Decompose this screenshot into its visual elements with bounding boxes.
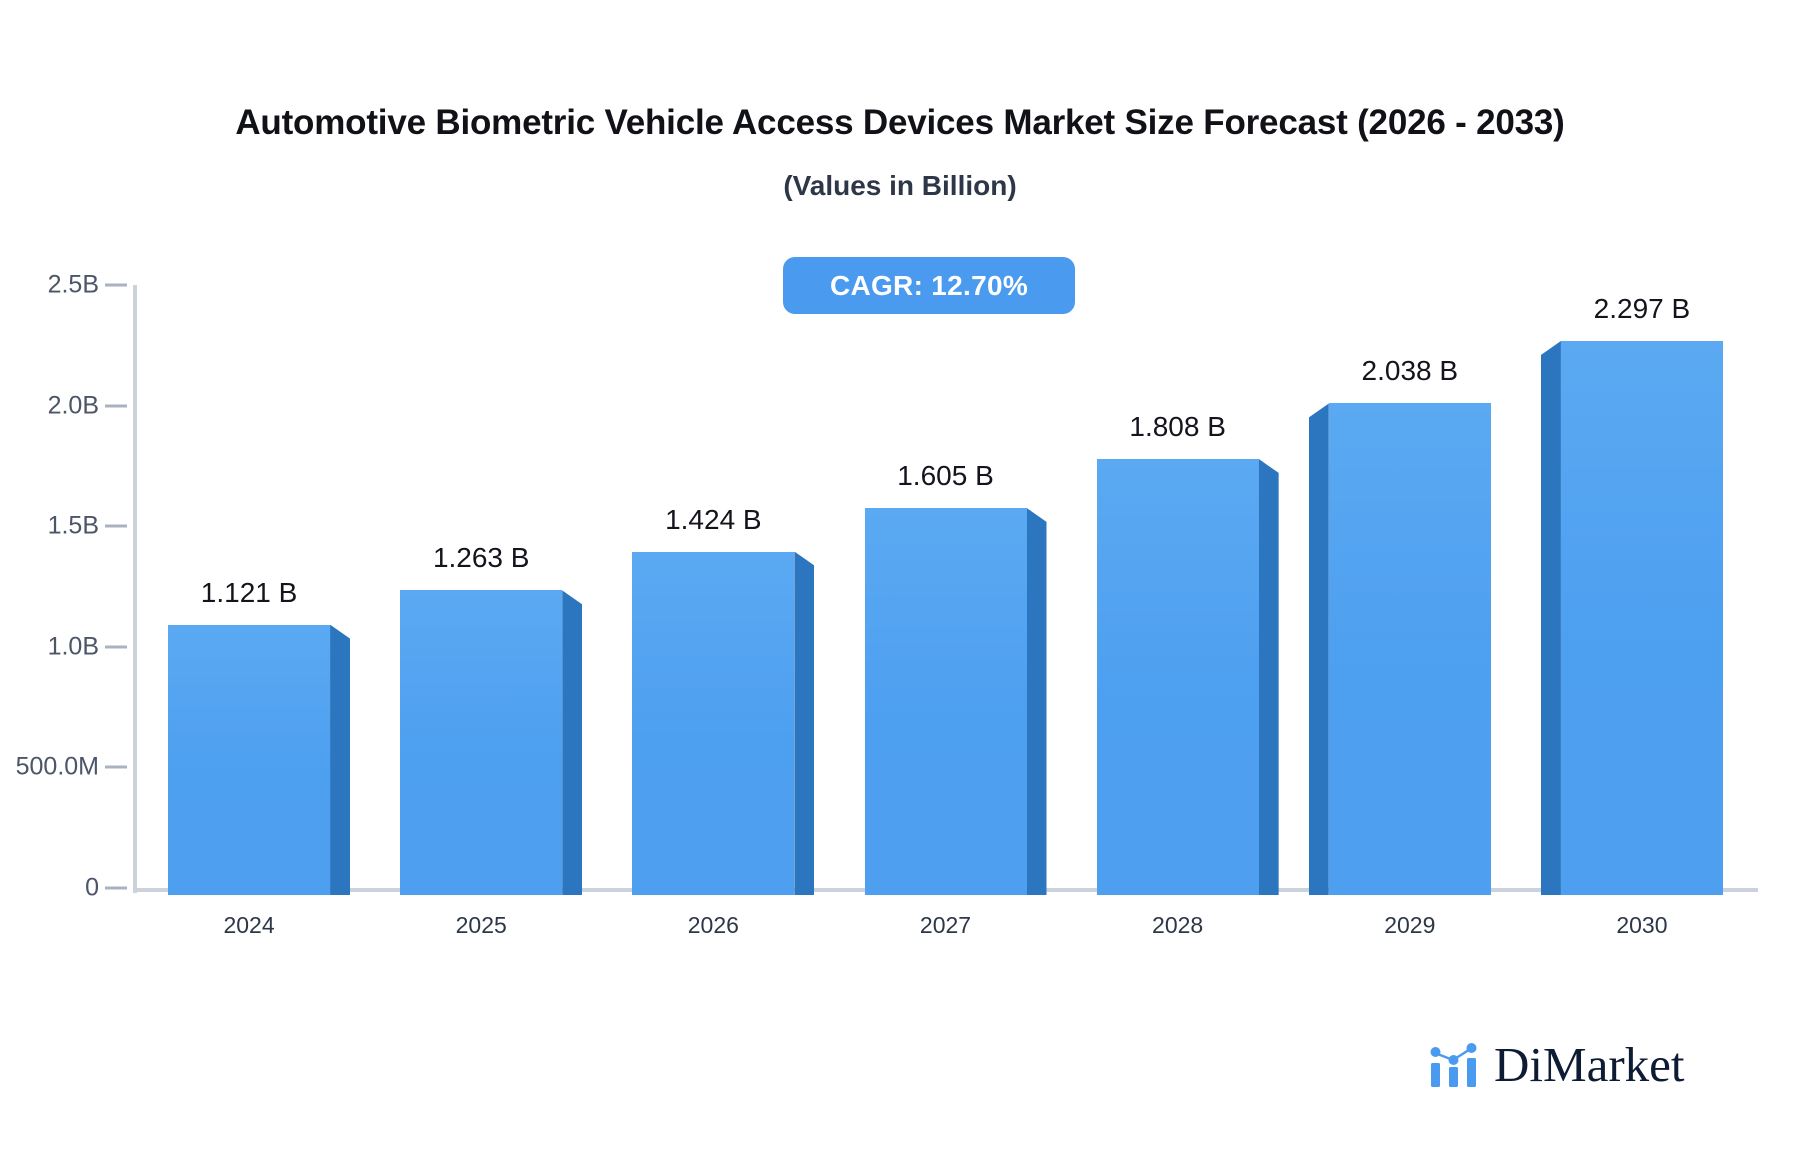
bar-face — [400, 590, 563, 895]
y-axis-line — [133, 285, 137, 893]
x-axis-tick-label: 2030 — [1616, 912, 1668, 938]
y-axis-tick-label: 1.0B — [47, 632, 99, 661]
brand-logo: DiMarket — [1428, 1040, 1685, 1089]
bar-face — [1328, 403, 1491, 895]
bar-face — [864, 507, 1027, 895]
bar-value-label: 1.605 B — [897, 459, 994, 491]
chart-subtitle: (Values in Billion) — [783, 170, 1017, 201]
bar-value-label: 1.808 B — [1129, 410, 1226, 442]
bar-side-shadow — [562, 590, 583, 895]
page-title: Automotive Biometric Vehicle Access Devi… — [235, 103, 1565, 142]
bar-2029[interactable]: 2.038 B — [1308, 355, 1491, 895]
y-axis-tick-label: 2.5B — [47, 270, 99, 299]
x-axis-tick-label: 2028 — [1152, 912, 1204, 938]
x-axis-tick-label: 2026 — [687, 912, 739, 938]
bar-2030[interactable]: 2.297 B — [1540, 293, 1723, 895]
y-axis-tick-label: 0 — [85, 873, 99, 902]
cagr-badge-label: CAGR: 12.70% — [829, 269, 1029, 301]
bar-value-label: 1.263 B — [432, 542, 530, 574]
x-axis-tick-label: 2025 — [455, 912, 507, 938]
bar-value-label: 1.424 B — [665, 503, 762, 535]
bar-side-shadow — [1540, 340, 1561, 895]
bar-face — [1096, 458, 1259, 895]
bar-2026[interactable]: 1.424 B — [632, 504, 815, 895]
y-axis-tick-label: 1.5B — [47, 511, 99, 540]
bar-2025[interactable]: 1.263 B — [400, 542, 583, 895]
bar-face — [632, 551, 795, 895]
bar-2024[interactable]: 1.121 B — [168, 577, 351, 895]
y-axis-tick-mark — [105, 645, 127, 649]
bar-side-shadow — [794, 551, 815, 895]
bar-2027[interactable]: 1.605 B — [864, 460, 1047, 895]
y-axis-tick-label: 2.0B — [47, 391, 99, 420]
y-axis-tick-mark — [105, 524, 127, 528]
bar-side-shadow — [330, 624, 351, 895]
bar-face — [1560, 340, 1723, 895]
x-axis-tick-label: 2027 — [919, 912, 972, 938]
y-axis-tick-mark — [105, 886, 127, 890]
bar-side-shadow — [1258, 458, 1279, 895]
y-axis-tick-mark — [105, 283, 127, 287]
bar-side-shadow — [1026, 507, 1047, 895]
bar-face — [168, 624, 331, 895]
bar-value-label: 1.121 B — [200, 576, 298, 608]
bar-side-shadow — [1308, 403, 1329, 895]
y-axis-tick-mark — [105, 404, 127, 408]
bar-2028[interactable]: 1.808 B — [1096, 411, 1279, 895]
bar-value-label: 2.038 B — [1361, 355, 1459, 387]
x-axis-tick-label: 2024 — [223, 912, 275, 938]
brand-name: DiMarket — [1494, 1037, 1685, 1092]
bar-value-label: 2.297 B — [1593, 292, 1691, 324]
cagr-badge: CAGR: 12.70% — [783, 257, 1075, 314]
x-axis-tick-label: 2029 — [1384, 912, 1436, 938]
bar-chart-icon — [1428, 1041, 1480, 1089]
y-axis-tick-label: 500.0M — [15, 752, 99, 781]
y-axis-tick-mark — [105, 765, 127, 769]
plot-area: 2.5B 2.0B 1.5B 1.0B 500.0M 0 1.121 B 2024 1.263… — [16, 271, 1758, 938]
